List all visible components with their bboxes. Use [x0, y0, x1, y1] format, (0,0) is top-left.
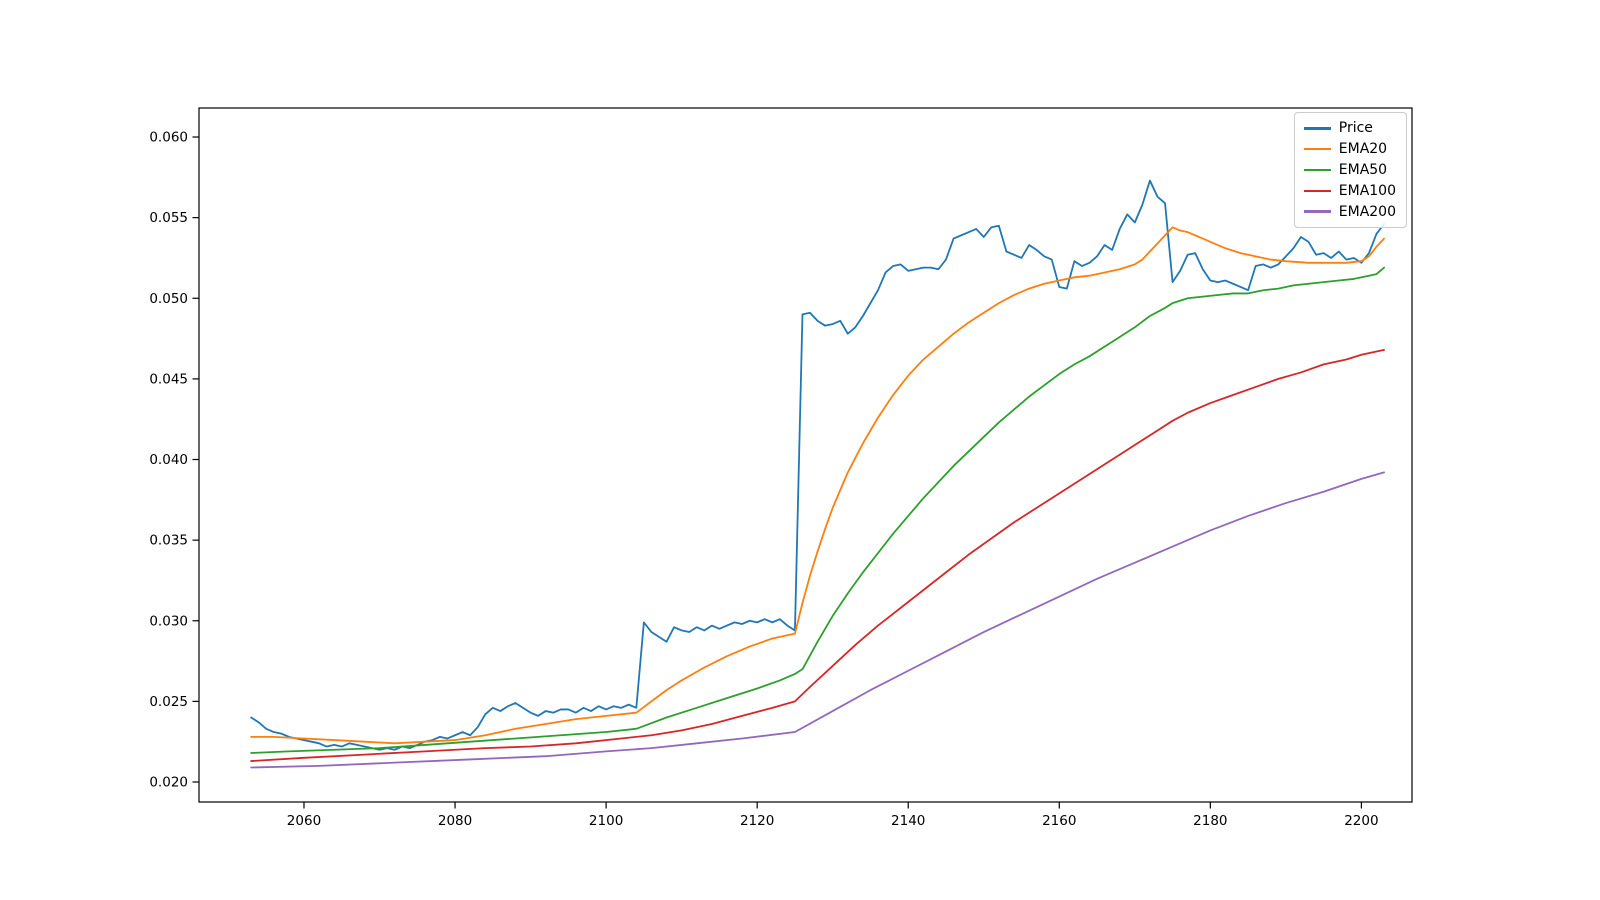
x-tick-label: 2060	[287, 813, 321, 829]
y-tick-label: 0.020	[149, 775, 188, 791]
legend-label-ema50: EMA50	[1338, 161, 1388, 178]
x-tick-label: 2140	[891, 813, 925, 829]
y-tick-label: 0.050	[149, 291, 188, 307]
y-tick-label: 0.055	[149, 210, 188, 226]
x-tick-label: 2180	[1193, 813, 1227, 829]
series-line-ema50	[250, 266, 1385, 754]
x-tick-label: 2120	[740, 813, 774, 829]
x-axis-ticks: 2060 2080 2100 2120 2140 2160 2180 2200	[287, 802, 1379, 829]
legend-label-ema20: EMA20	[1338, 141, 1388, 158]
series-line-price	[250, 179, 1385, 751]
y-tick-label: 0.035	[149, 533, 188, 549]
legend-line-swatch-ema200	[1303, 210, 1331, 213]
series-lines	[250, 179, 1385, 769]
legend-item-ema100: EMA100	[1303, 180, 1396, 201]
legend-label-ema200: EMA200	[1338, 203, 1396, 220]
legend-item-ema200: EMA200	[1303, 201, 1396, 222]
legend-label-price: Price	[1338, 120, 1373, 137]
legend-line-swatch-ema20	[1303, 148, 1331, 151]
y-tick-label: 0.030	[149, 613, 188, 629]
y-tick-label: 0.025	[149, 694, 188, 710]
legend-item-ema50: EMA50	[1303, 160, 1396, 181]
legend-line-swatch-ema50	[1303, 168, 1331, 172]
series-line-ema20	[250, 226, 1385, 745]
legend-line-swatch-price	[1303, 127, 1331, 130]
legend-line-swatch-ema100	[1303, 189, 1331, 192]
legend-item-ema20: EMA20	[1303, 139, 1396, 160]
legend-item-price: Price	[1303, 118, 1396, 139]
plot-frame	[198, 107, 1413, 803]
y-tick-label: 0.045	[149, 371, 188, 387]
legend-label-ema100: EMA100	[1338, 182, 1396, 199]
y-tick-label: 0.060	[149, 130, 188, 146]
x-tick-label: 2200	[1344, 813, 1378, 829]
series-line-ema200	[250, 471, 1385, 769]
series-line-ema100	[250, 348, 1385, 762]
y-axis-ticks: 0.020 0.025 0.030 0.035 0.040 0.045 0.050 0.055…	[149, 130, 199, 791]
x-tick-label: 2160	[1042, 813, 1076, 829]
y-tick-label: 0.040	[149, 452, 188, 468]
legend: Price EMA20 EMA50 EMA100 EMA200	[1293, 112, 1407, 228]
x-tick-label: 2100	[589, 813, 623, 829]
x-tick-label: 2080	[438, 813, 472, 829]
